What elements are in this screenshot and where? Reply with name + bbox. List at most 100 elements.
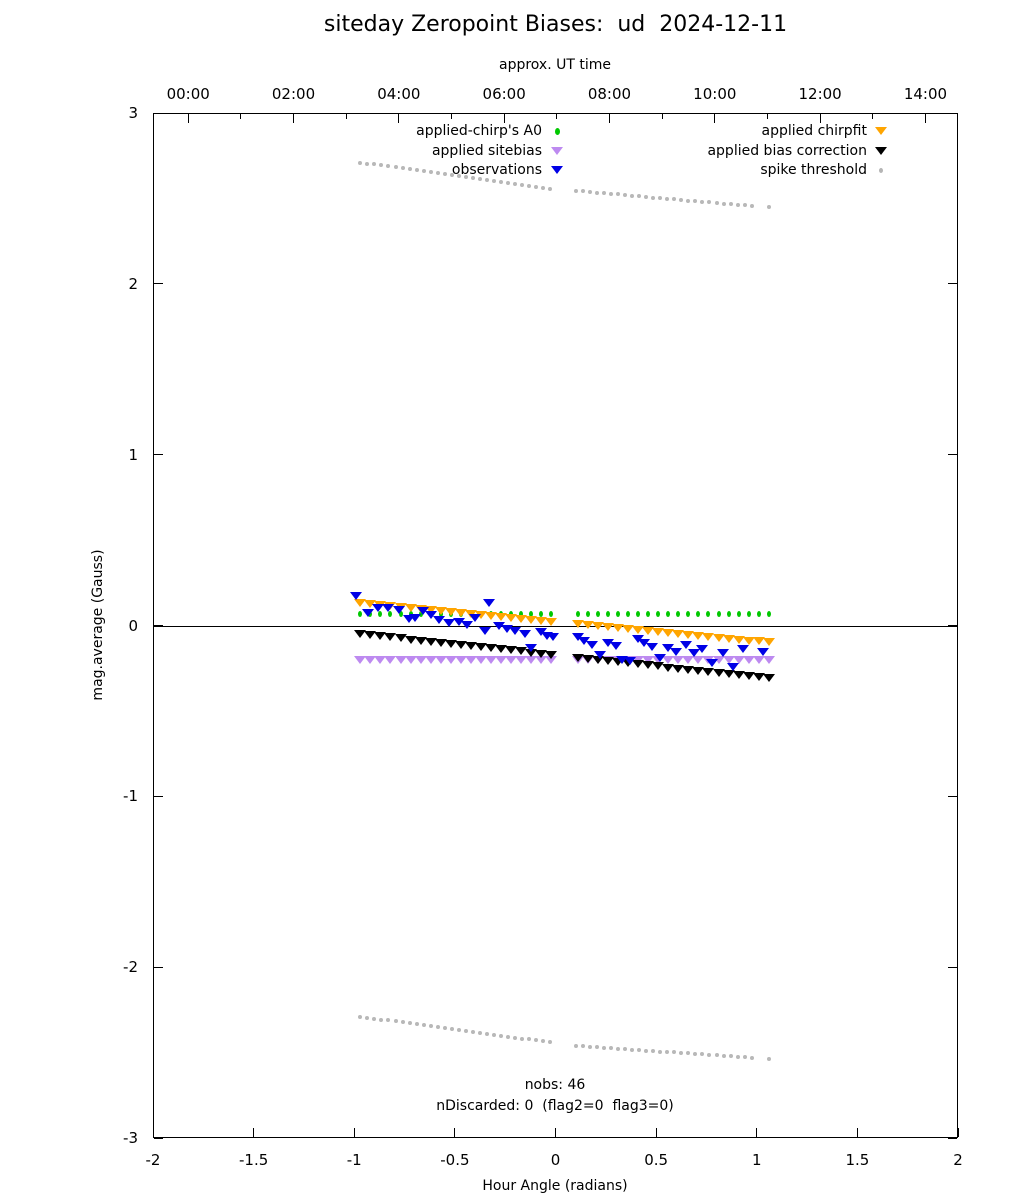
spike-threshold-lower-marker — [470, 1029, 475, 1034]
legend-label-applied-chirp-s-a0: applied-chirp's A0 — [416, 123, 542, 139]
applied-sitebias-marker — [762, 655, 775, 664]
spike-threshold-upper-marker — [506, 181, 511, 186]
x2-tick — [503, 114, 505, 123]
applied-sitebias-marker — [535, 655, 548, 664]
y-tick-mirror — [948, 112, 957, 114]
spike-threshold-upper-marker — [548, 187, 553, 192]
observations-marker — [493, 621, 506, 630]
applied-chirps-a0-marker — [686, 611, 691, 618]
legend-marker-observations — [551, 166, 563, 174]
applied-bias-correction-marker — [424, 637, 437, 646]
spike-threshold-lower-marker — [492, 1032, 497, 1037]
applied-chirpfit-marker — [682, 630, 695, 639]
y-tick — [154, 625, 163, 626]
legend-marker-spike-threshold — [879, 167, 883, 173]
spike-threshold-lower-marker — [372, 1016, 377, 1021]
observations-marker — [547, 633, 560, 642]
applied-chirpfit-marker — [424, 606, 437, 615]
applied-bias-correction-marker — [535, 649, 548, 658]
y-tick-mirror — [948, 1137, 957, 1139]
spike-threshold-lower-marker — [379, 1017, 384, 1022]
applied-chirps-a0-marker — [726, 611, 731, 618]
y-tick — [154, 1137, 163, 1139]
spike-threshold-lower-marker — [393, 1019, 398, 1024]
spike-threshold-upper-marker — [658, 196, 663, 201]
applied-chirps-a0-marker — [676, 611, 681, 618]
spike-threshold-upper-marker — [407, 167, 412, 172]
x-tick-label--1: -1 — [346, 1151, 362, 1169]
applied-sitebias-marker — [475, 655, 488, 664]
spike-threshold-lower-marker — [587, 1044, 592, 1049]
applied-sitebias-marker — [672, 655, 685, 664]
legend-marker-applied-chirpfit — [875, 127, 887, 135]
x2-minor-tick — [345, 114, 347, 119]
spike-threshold-upper-marker — [693, 199, 698, 204]
applied-chirps-a0-marker — [605, 611, 610, 618]
spike-threshold-lower-marker — [463, 1028, 468, 1033]
applied-sitebias-marker — [454, 655, 467, 664]
applied-chirpfit-marker — [404, 604, 417, 613]
x-tick-label--0.5: -0.5 — [440, 1151, 470, 1169]
observations-marker — [736, 645, 749, 654]
applied-sitebias-marker — [434, 655, 447, 664]
applied-chirpfit-marker — [692, 631, 705, 640]
spike-threshold-lower-marker — [580, 1044, 585, 1049]
spike-threshold-upper-marker — [766, 204, 771, 209]
applied-sitebias-marker — [515, 655, 528, 664]
spike-threshold-upper-marker — [601, 191, 606, 196]
x-tick-label-2: 2 — [953, 1151, 963, 1169]
x-tick-label-0: 0 — [550, 1151, 561, 1169]
x2-tick-label-12:00: 12:00 — [798, 85, 842, 103]
observations-marker — [362, 608, 375, 617]
spike-threshold-lower-marker — [541, 1039, 546, 1044]
spike-threshold-lower-marker — [428, 1024, 433, 1029]
applied-sitebias-marker — [394, 655, 407, 664]
observations-marker — [432, 616, 445, 625]
y-tick-mirror — [948, 966, 957, 968]
applied-bias-correction-marker — [732, 671, 745, 680]
spike-threshold-upper-marker — [665, 196, 670, 201]
spike-threshold-upper-marker — [679, 197, 684, 202]
spike-threshold-lower-marker — [766, 1056, 771, 1061]
applied-sitebias-marker — [495, 655, 508, 664]
observations-marker — [577, 636, 590, 645]
spike-threshold-lower-marker — [449, 1027, 454, 1031]
spike-threshold-lower-marker — [608, 1046, 613, 1051]
x-tick-label-0.5: 0.5 — [644, 1151, 669, 1169]
applied-chirps-a0-marker — [625, 611, 630, 618]
zero-line — [154, 625, 957, 627]
y-tick — [154, 112, 163, 114]
spike-threshold-upper-marker — [728, 202, 733, 207]
spike-threshold-lower-marker — [693, 1051, 698, 1056]
spike-threshold-upper-marker — [527, 184, 532, 189]
spike-threshold-upper-marker — [700, 199, 705, 204]
spike-threshold-lower-marker — [594, 1045, 599, 1050]
applied-chirps-a0-marker — [756, 611, 761, 618]
applied-chirpfit-marker — [722, 634, 735, 643]
x-tick — [957, 1128, 959, 1137]
applied-chirpfit-marker — [662, 628, 675, 637]
applied-chirps-a0-marker — [706, 611, 711, 618]
applied-chirps-a0-marker — [388, 611, 393, 618]
observations-marker — [460, 620, 473, 629]
applied-sitebias-marker — [505, 655, 518, 664]
applied-chirps-a0-marker — [595, 611, 600, 618]
plot-area — [152, 112, 959, 1139]
spike-threshold-upper-marker — [587, 189, 592, 194]
spike-threshold-lower-marker — [478, 1030, 483, 1035]
spike-threshold-upper-marker — [463, 175, 468, 180]
spike-threshold-lower-marker — [506, 1034, 511, 1039]
spike-threshold-upper-marker — [400, 166, 405, 171]
spike-threshold-upper-marker — [629, 193, 634, 198]
applied-chirpfit-marker — [475, 610, 488, 619]
x-tick — [454, 1128, 456, 1137]
x2-tick-label-08:00: 08:00 — [587, 85, 632, 103]
applied-chirpfit-marker — [571, 620, 584, 629]
applied-bias-correction-marker — [742, 672, 755, 681]
spike-threshold-lower-marker — [513, 1035, 518, 1040]
applied-chirpfit-marker — [652, 627, 665, 636]
spike-threshold-upper-marker — [478, 177, 483, 182]
spike-threshold-upper-marker — [707, 200, 712, 205]
observations-marker — [756, 647, 769, 656]
